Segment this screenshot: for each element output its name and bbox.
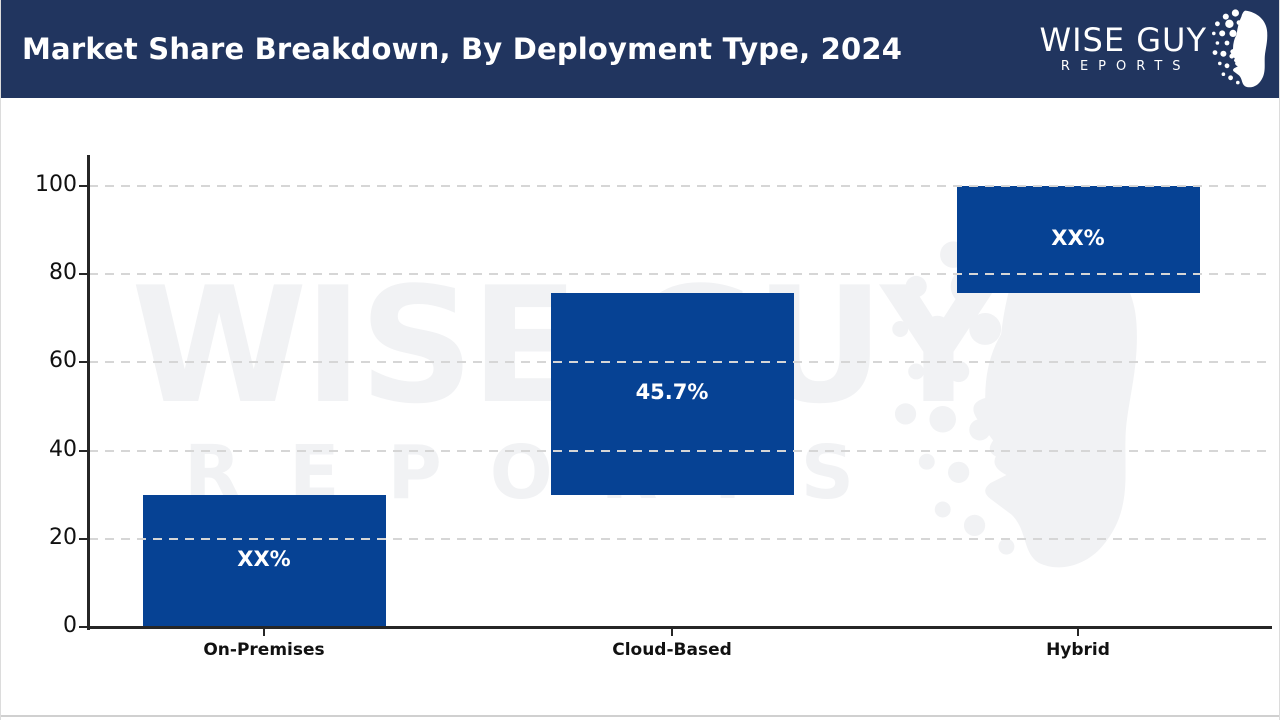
- brand-subtitle: REPORTS: [1060, 59, 1191, 75]
- x-tick-Cloud-Based: [671, 629, 673, 636]
- wiseguy-face-icon: [1212, 9, 1268, 88]
- brand-name: WISE GUY: [1039, 20, 1207, 59]
- gridline-80: [89, 273, 1272, 276]
- x-category-label: On-Premises: [203, 640, 325, 660]
- y-tick-label-100: 100: [35, 172, 77, 197]
- bottom-border: [1, 715, 1279, 717]
- gridline-60: [89, 361, 1272, 364]
- bar-On-Premises: [142, 494, 386, 627]
- bar-value-label: XX%: [237, 546, 291, 571]
- x-axis-line: [87, 626, 1272, 629]
- y-tick-label-40: 40: [49, 436, 77, 462]
- y-tick-20: [79, 537, 87, 540]
- x-tick-On-Premises: [263, 629, 265, 636]
- header-bar: Market Share Breakdown, By Deployment Ty…: [1, 0, 1279, 98]
- gridline-100: [89, 185, 1272, 187]
- bar-value-label: 45.7%: [635, 379, 709, 404]
- gridline-20: [89, 537, 1272, 540]
- y-tick-0: [79, 626, 87, 628]
- brand-logo: WISE GUY REPORTS: [1039, 0, 1279, 98]
- y-tick-60: [79, 361, 87, 364]
- y-tick-label-20: 20: [49, 524, 77, 550]
- brand-logo-text: WISE GUY REPORTS: [1039, 20, 1207, 75]
- y-tick-80: [79, 273, 87, 276]
- x-tick-Hybrid: [1077, 629, 1079, 636]
- y-tick-label-0: 0: [63, 613, 77, 638]
- chart-title: Market Share Breakdown, By Deployment Ty…: [22, 32, 903, 66]
- y-tick-label-60: 60: [49, 348, 77, 374]
- y-tick-100: [79, 185, 87, 187]
- bar-Cloud-Based: [550, 293, 794, 495]
- gridline-40: [89, 449, 1272, 452]
- y-axis-line: [87, 155, 90, 630]
- bar-value-label: XX%: [1051, 225, 1105, 250]
- x-category-label: Hybrid: [1046, 640, 1110, 660]
- y-tick-40: [79, 449, 87, 452]
- x-category-label: Cloud-Based: [612, 640, 732, 660]
- y-tick-label-80: 80: [49, 260, 77, 286]
